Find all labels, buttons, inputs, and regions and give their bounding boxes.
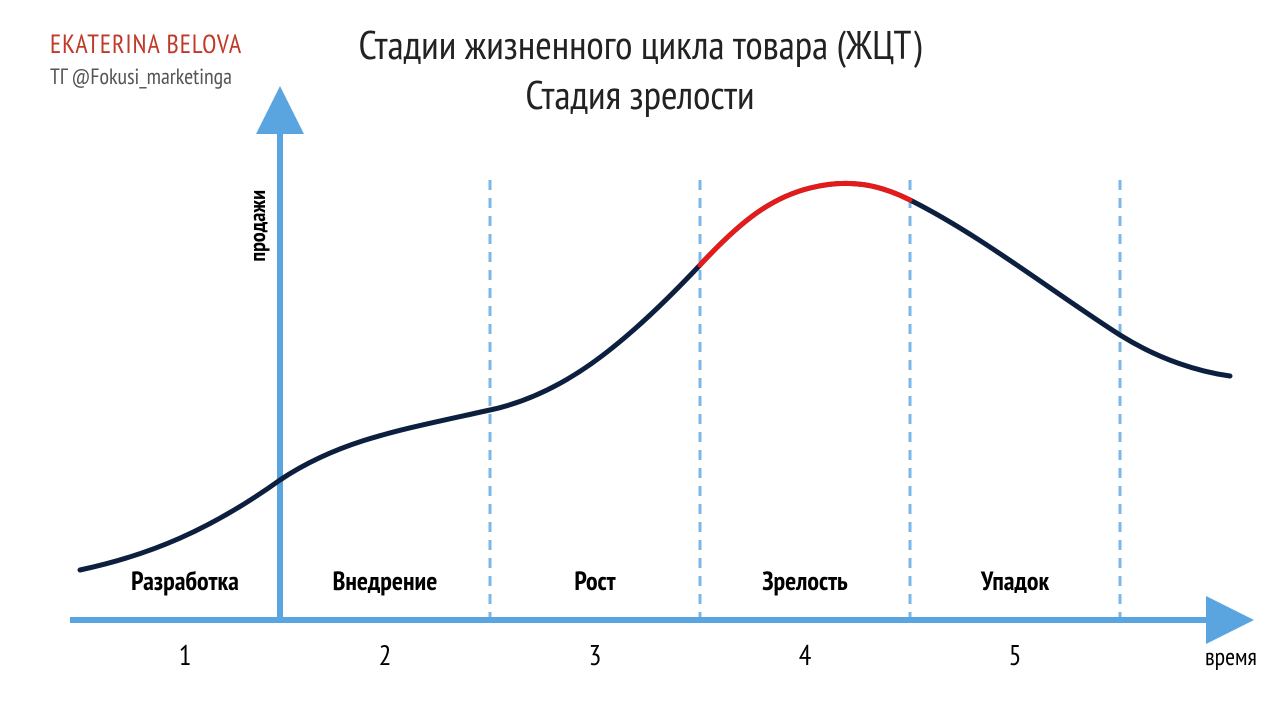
stage-number: 5 [1009,636,1022,673]
stage-number: 2 [379,636,392,673]
stage-number: 4 [799,636,812,673]
stage-number: 3 [589,636,602,673]
y-axis-label: продажи [244,190,272,262]
stage-label: Упадок [980,565,1050,598]
x-axis-label: время [1205,641,1257,672]
stage-label: Рост [574,565,615,598]
stage-label: Внедрение [333,565,438,598]
maturity-highlight [700,183,910,265]
stage-label: Зрелость [762,565,848,598]
lifecycle-chart: продажи время Разработка 1 Внедрение 2 Рост 3… [0,0,1280,720]
stage-number: 1 [179,636,192,673]
stage-dividers [490,180,1120,620]
stage-label: Разработка [131,565,239,598]
